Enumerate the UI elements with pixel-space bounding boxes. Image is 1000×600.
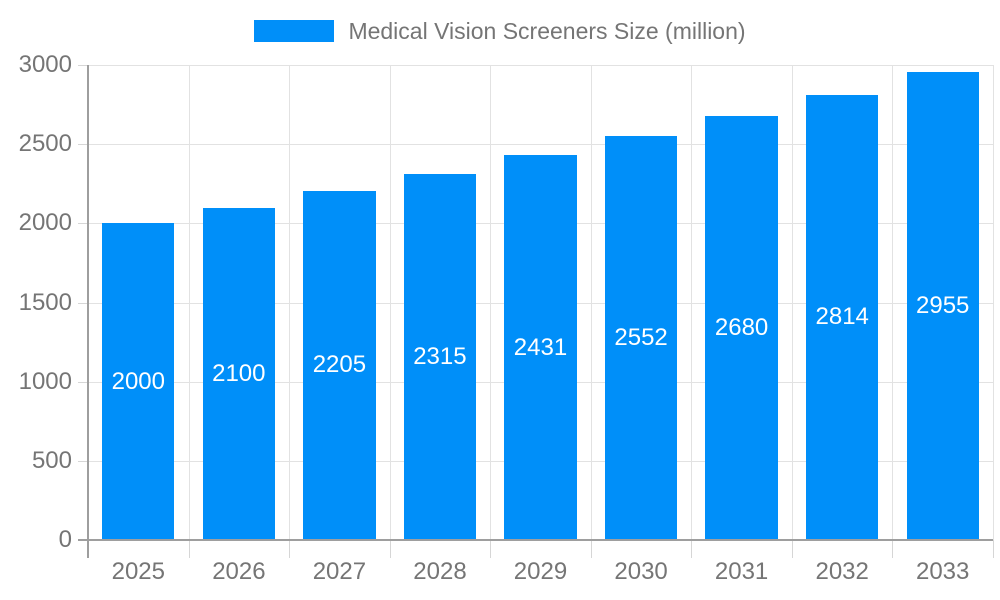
bar [303,190,376,540]
y-axis-tick [78,144,88,145]
x-tick-label: 2026 [212,558,266,585]
x-axis-tick [591,540,592,558]
bar-value-label: 2000 [111,367,165,395]
y-axis-tick [78,382,88,383]
v-gridline [390,65,391,540]
y-tick-label: 1500 [18,289,72,316]
h-gridline [88,144,993,145]
bar [403,173,477,540]
bar-value-label: 2955 [916,292,970,320]
x-tick-label: 2029 [513,558,568,585]
x-tick-label: 2031 [714,558,769,585]
x-tick-label: 2030 [614,558,668,585]
v-gridline [691,65,692,540]
y-tick-label: 3000 [18,51,72,78]
bar [705,115,778,540]
bar [504,155,577,540]
x-axis-tick [892,540,893,558]
legend[interactable]: Medical Vision Screeners Size (million) [0,17,1000,45]
x-axis-tick [189,540,190,558]
bar [202,207,275,540]
x-axis-line [78,539,993,541]
v-gridline [591,65,592,540]
bar [102,223,175,540]
x-axis-tick [490,540,491,558]
legend-swatch [254,20,335,42]
y-tick-label: 0 [58,526,72,553]
bar-value-label: 2431 [513,333,568,361]
bar [906,72,979,540]
v-gridline [892,65,893,540]
y-tick-label: 1000 [18,368,72,395]
y-axis-tick [78,223,88,224]
v-gridline [490,65,491,540]
x-axis-tick [390,540,391,558]
bar-value-label: 2315 [413,342,467,370]
v-gridline [189,65,190,540]
bar [604,135,678,540]
bar-value-label: 2205 [312,351,367,379]
bar-value-label: 2552 [614,324,668,351]
y-axis-tick [78,65,88,66]
x-tick-label: 2032 [815,558,869,585]
y-tick-label: 2000 [18,209,72,236]
x-axis-tick [792,540,793,558]
x-tick-label: 2028 [413,558,467,585]
x-tick-label: 2033 [915,558,970,585]
y-tick-label: 2500 [18,130,72,157]
bar-value-label: 2100 [212,359,266,387]
y-axis-line [87,65,89,558]
y-axis-tick [78,461,88,462]
x-axis-tick [993,540,994,558]
y-axis-tick [78,303,88,304]
v-gridline [993,65,994,540]
x-axis-tick [691,540,692,558]
x-tick-label: 2027 [312,558,367,585]
bar [806,94,879,540]
y-tick-label: 500 [31,447,72,474]
legend-label: Medical Vision Screeners Size (million) [348,18,746,44]
bar-value-label: 2680 [714,313,769,341]
v-gridline [792,65,793,540]
x-axis-tick [289,540,290,558]
x-tick-label: 2025 [111,558,165,585]
bar-value-label: 2814 [815,303,869,331]
v-gridline [289,65,290,540]
h-gridline [88,65,993,66]
